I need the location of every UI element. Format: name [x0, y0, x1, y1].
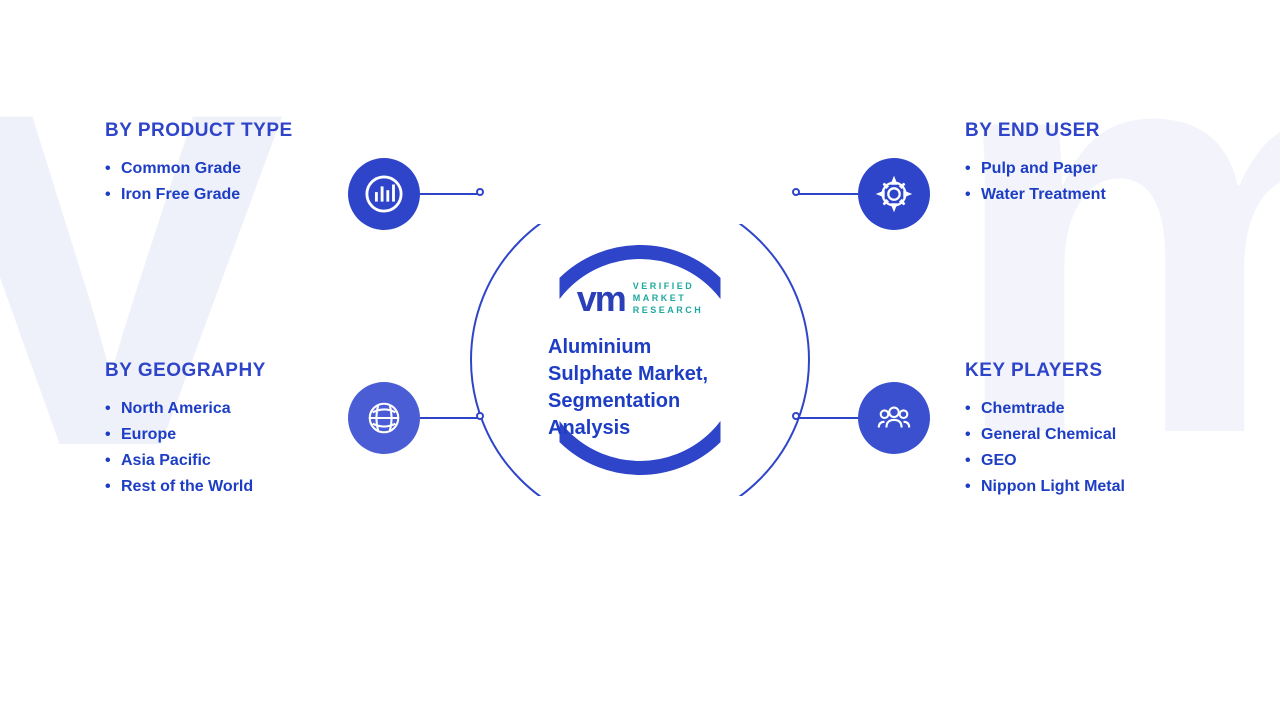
list-item: North America [105, 400, 385, 418]
connector-cap [476, 188, 484, 196]
connector-cap [792, 188, 800, 196]
segment-title: BY GEOGRAPHY [105, 360, 385, 382]
bar-chart-icon [348, 158, 420, 230]
connector [420, 417, 482, 419]
list-item: GEO [965, 452, 1245, 470]
list-item: Iron Free Grade [105, 186, 385, 204]
list-item: Europe [105, 426, 385, 444]
segment-list: Chemtrade General Chemical GEO Nippon Li… [965, 400, 1245, 496]
list-item: Common Grade [105, 160, 385, 178]
connector [796, 193, 858, 195]
segment-list: Common Grade Iron Free Grade [105, 160, 385, 204]
connector-cap [792, 412, 800, 420]
title-line: Sulphate Market, [548, 363, 708, 385]
segment-end-user: BY END USER Pulp and Paper Water Treatme… [965, 120, 1245, 212]
vmr-logo: vm VERIFIED MARKET RESEARCH [500, 278, 780, 320]
connector [420, 193, 482, 195]
segment-product-type: BY PRODUCT TYPE Common Grade Iron Free G… [105, 120, 385, 212]
segment-geography: BY GEOGRAPHY North America Europe Asia P… [105, 360, 385, 504]
list-item: Asia Pacific [105, 452, 385, 470]
connector-cap [476, 412, 484, 420]
segment-title: KEY PLAYERS [965, 360, 1245, 382]
title-line: Segmentation [548, 390, 680, 412]
list-item: Chemtrade [965, 400, 1245, 418]
center-title: Aluminium Sulphate Market, Segmentation … [500, 334, 780, 442]
center-block: vm VERIFIED MARKET RESEARCH Aluminium Su… [500, 278, 780, 442]
connector [796, 417, 858, 419]
segment-key-players: KEY PLAYERS Chemtrade General Chemical G… [965, 360, 1245, 504]
globe-icon [348, 382, 420, 454]
logo-mark: vm [577, 278, 625, 320]
segment-list: Pulp and Paper Water Treatment [965, 160, 1245, 204]
gear-icon [858, 158, 930, 230]
list-item: General Chemical [965, 426, 1245, 444]
segment-list: North America Europe Asia Pacific Rest o… [105, 400, 385, 496]
logo-text-line: VERIFIED [633, 281, 695, 291]
content-root: BY PRODUCT TYPE Common Grade Iron Free G… [0, 0, 1280, 720]
segment-title: BY END USER [965, 120, 1245, 142]
title-line: Aluminium [548, 336, 651, 358]
list-item: Nippon Light Metal [965, 478, 1245, 496]
people-icon [858, 382, 930, 454]
logo-text-line: RESEARCH [633, 305, 704, 315]
logo-text-line: MARKET [633, 293, 687, 303]
title-line: Analysis [548, 417, 630, 439]
logo-text: VERIFIED MARKET RESEARCH [633, 281, 704, 316]
list-item: Pulp and Paper [965, 160, 1245, 178]
segment-title: BY PRODUCT TYPE [105, 120, 385, 142]
list-item: Water Treatment [965, 186, 1245, 204]
list-item: Rest of the World [105, 478, 385, 496]
